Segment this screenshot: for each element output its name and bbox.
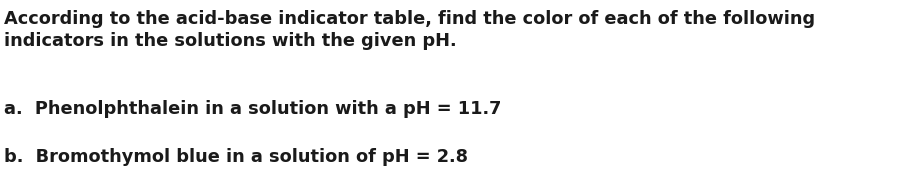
- Text: a.  Phenolphthalein in a solution with a pH = 11.7: a. Phenolphthalein in a solution with a …: [4, 100, 502, 118]
- Text: b.  Bromothymol blue in a solution of pH = 2.8: b. Bromothymol blue in a solution of pH …: [4, 148, 468, 166]
- Text: According to the acid-base indicator table, find the color of each of the follow: According to the acid-base indicator tab…: [4, 10, 815, 28]
- Text: indicators in the solutions with the given pH.: indicators in the solutions with the giv…: [4, 32, 457, 50]
